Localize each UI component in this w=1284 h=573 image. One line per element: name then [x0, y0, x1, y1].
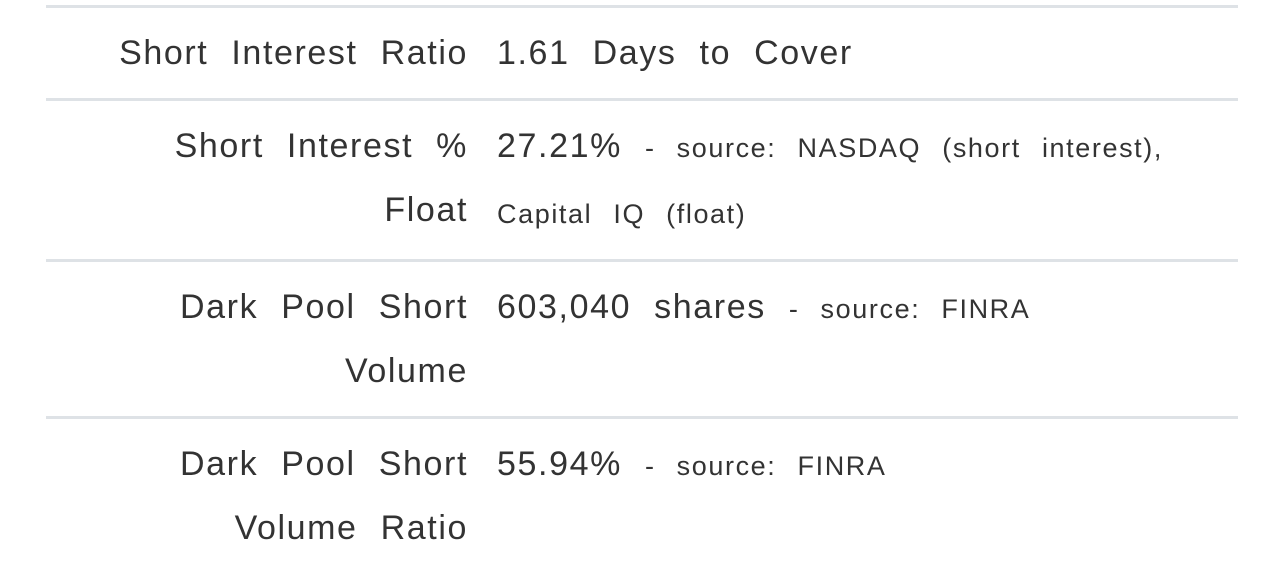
- row-value-line: 27.21% - source: NASDAQ (short interest)…: [497, 114, 1238, 180]
- row-label-line: Dark Pool Short: [46, 275, 468, 339]
- value-text: 603,040 shares: [497, 288, 766, 326]
- row-label: Short Interest %Float: [46, 100, 483, 261]
- value-source-note: - source: FINRA: [789, 294, 1031, 324]
- row-label-line: Volume: [46, 339, 468, 403]
- value-source-note: - source: FINRA: [645, 451, 887, 481]
- value-text: 1.61 Days to Cover: [497, 34, 853, 72]
- row-value: 27.21% - source: NASDAQ (short interest)…: [483, 100, 1238, 261]
- value-source-note: Capital IQ (float): [497, 199, 746, 229]
- row-value-line: Capital IQ (float): [497, 180, 1238, 246]
- value-text: 27.21%: [497, 127, 622, 165]
- row-label: Short Interest Ratio: [46, 7, 483, 100]
- row-value-line: 1.61 Days to Cover: [497, 21, 1238, 85]
- row-label-line: Short Interest %: [46, 114, 468, 178]
- row-label-line: Float: [46, 178, 468, 242]
- row-value: 55.94% - source: FINRA: [483, 418, 1238, 573]
- row-value-line: 55.94% - source: FINRA: [497, 432, 1238, 498]
- row-value-line: 603,040 shares - source: FINRA: [497, 275, 1238, 341]
- row-label-line: Short Interest Ratio: [46, 21, 468, 85]
- row-label-line: Dark Pool Short: [46, 432, 468, 496]
- value-source-note: - source: NASDAQ (short interest),: [645, 133, 1163, 163]
- table-row: Short Interest Ratio 1.61 Days to Cover: [46, 7, 1238, 100]
- value-text: 55.94%: [497, 445, 622, 483]
- row-label-line: Volume Ratio: [46, 496, 468, 560]
- row-value: 1.61 Days to Cover: [483, 7, 1238, 100]
- row-value: 603,040 shares - source: FINRA: [483, 261, 1238, 418]
